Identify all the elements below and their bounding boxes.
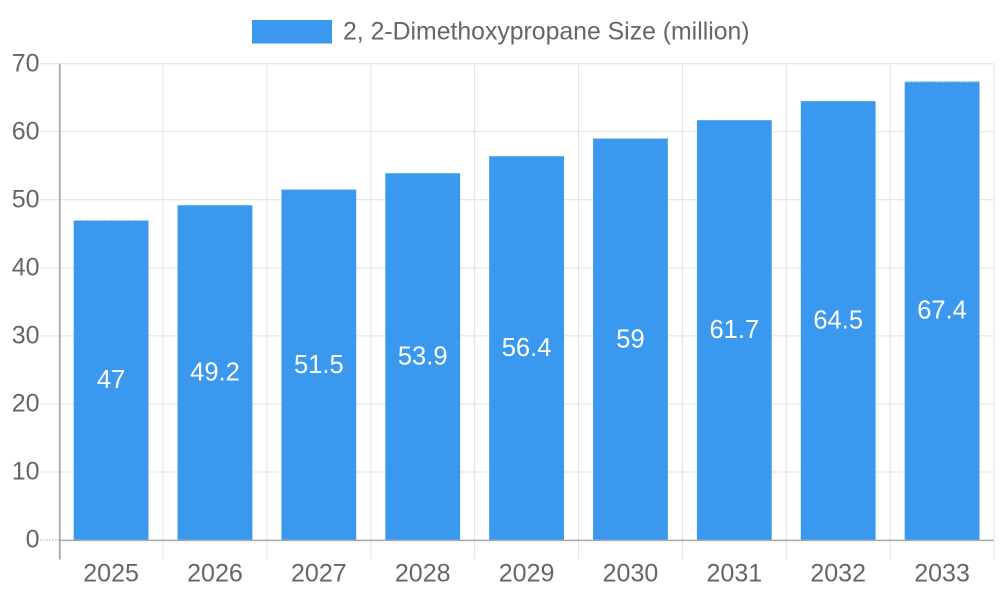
svg-text:2025: 2025: [83, 560, 139, 588]
svg-text:30: 30: [12, 321, 40, 349]
svg-text:0: 0: [26, 526, 40, 554]
svg-text:60: 60: [12, 117, 40, 145]
svg-text:40: 40: [12, 253, 40, 281]
svg-text:53.9: 53.9: [398, 343, 448, 371]
svg-text:2028: 2028: [395, 560, 451, 588]
svg-text:10: 10: [12, 458, 40, 486]
svg-text:2032: 2032: [810, 560, 866, 588]
svg-text:2031: 2031: [707, 560, 763, 588]
svg-text:59: 59: [616, 325, 644, 353]
svg-text:2027: 2027: [291, 560, 347, 588]
svg-text:2026: 2026: [187, 560, 243, 588]
svg-text:2033: 2033: [914, 560, 970, 588]
svg-text:70: 70: [12, 49, 40, 77]
svg-text:51.5: 51.5: [294, 351, 344, 379]
svg-text:2029: 2029: [499, 560, 555, 588]
svg-text:61.7: 61.7: [710, 316, 760, 344]
svg-text:50: 50: [12, 185, 40, 213]
svg-text:20: 20: [12, 390, 40, 418]
svg-text:64.5: 64.5: [813, 307, 863, 335]
svg-text:49.2: 49.2: [190, 359, 240, 387]
svg-text:2030: 2030: [603, 560, 659, 588]
svg-text:2, 2-Dimethoxypropane Size (mi: 2, 2-Dimethoxypropane Size (million): [343, 18, 750, 45]
svg-text:47: 47: [97, 366, 125, 394]
svg-text:56.4: 56.4: [502, 334, 552, 362]
svg-text:67.4: 67.4: [917, 297, 967, 325]
